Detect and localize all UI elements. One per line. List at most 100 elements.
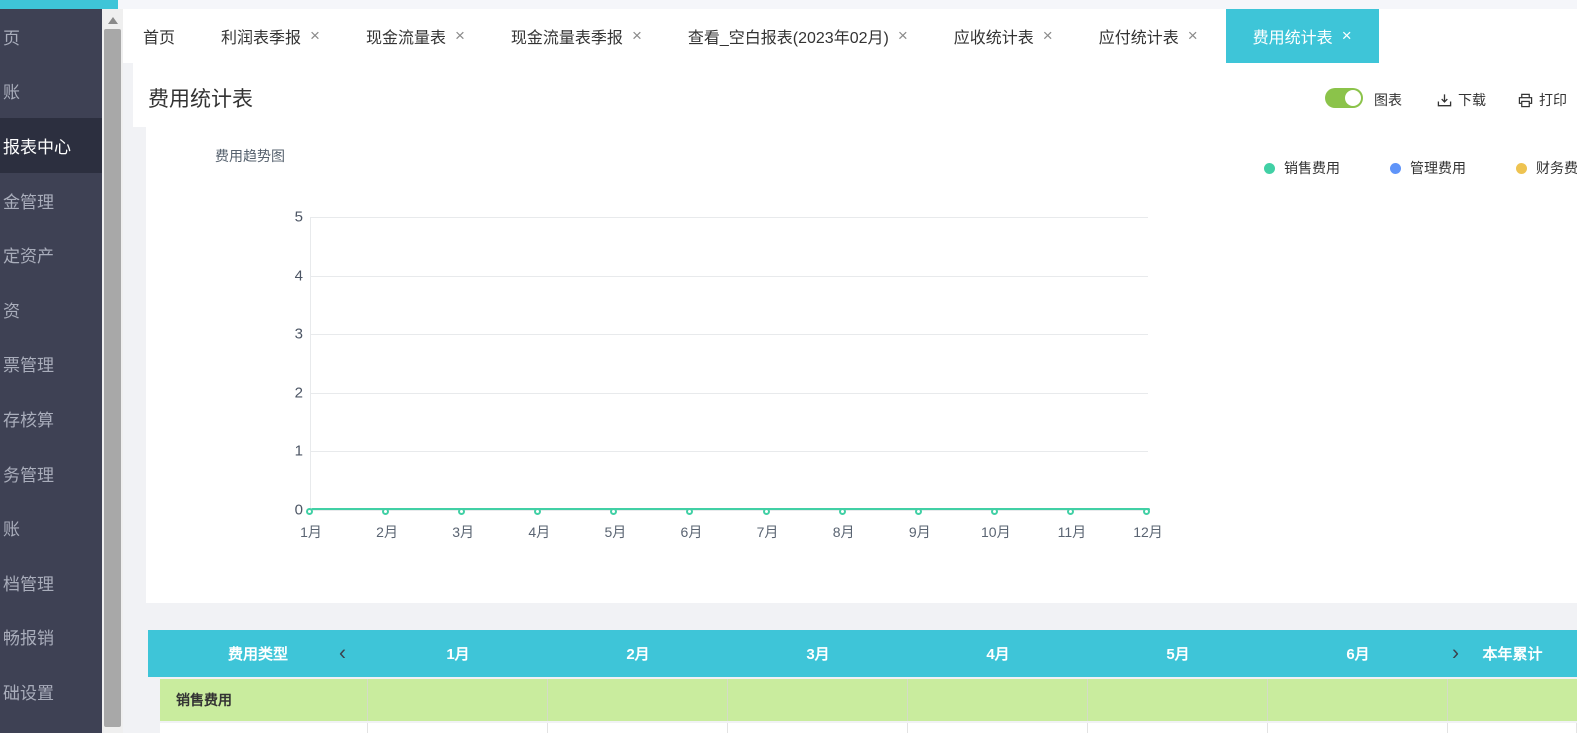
x-tick-label: 10月	[981, 524, 1011, 540]
tab-close-icon[interactable]: ×	[1042, 26, 1053, 45]
row-value-cell	[548, 723, 728, 733]
legend-item[interactable]: 管理费用	[1390, 158, 1466, 178]
top-accent-bar	[0, 0, 118, 9]
next-month-button[interactable]: ›	[1452, 641, 1459, 665]
prev-month-button[interactable]: ‹	[339, 641, 346, 665]
tab-bar: 首页 利润表季报 × 现金流量表 × 现金流量表季报 × 查看_空白报表(2023年02月) ×…	[123, 9, 1577, 63]
print-button[interactable]: 打印	[1518, 90, 1567, 111]
line-marker	[306, 508, 313, 515]
tab-close-icon[interactable]: ×	[897, 26, 908, 45]
sidebar-scrollbar[interactable]	[102, 9, 123, 733]
line-marker	[534, 508, 542, 515]
header-cell: 4月	[908, 630, 1088, 677]
row-value-cell	[1088, 679, 1268, 721]
line-marker	[990, 508, 998, 515]
sidebar-item[interactable]: 础设置	[3, 683, 54, 703]
sidebar-item[interactable]: 票管理	[3, 356, 54, 376]
table-row[interactable]: 销售费用	[160, 679, 1577, 721]
sidebar: 页账报表中心 金管理 定资产资票管理 存核算 务管理账档管理 畅报销 础设置	[0, 9, 102, 733]
row-value-cell	[1268, 679, 1448, 721]
legend-dot-icon	[1264, 162, 1275, 174]
legend-item[interactable]: 财务费用	[1516, 158, 1577, 178]
sidebar-item[interactable]: 畅报销	[3, 629, 54, 649]
header-cell-label: 2月	[626, 646, 650, 663]
tab-close-icon[interactable]: ×	[1187, 26, 1198, 45]
table-row[interactable]	[160, 723, 1577, 733]
row-value-cell	[160, 723, 368, 733]
tab-close-icon[interactable]: ×	[454, 26, 465, 45]
chart-view-toggle[interactable]	[1325, 88, 1363, 108]
sidebar-item[interactable]: 资	[3, 301, 20, 321]
line-marker	[1066, 508, 1074, 515]
sidebar-item[interactable]: 定资产	[3, 247, 54, 267]
grid-line	[311, 392, 1148, 394]
row-value-cell	[908, 679, 1088, 721]
grid-line	[311, 275, 1148, 277]
tab[interactable]: 现金流量表 ×	[366, 9, 465, 63]
header-cell: 6月	[1268, 630, 1448, 677]
line-marker	[762, 508, 770, 515]
header-cell-label: 费用类型	[227, 646, 288, 663]
tab-label: 应收统计表	[953, 30, 1034, 47]
scrollbar-thumb[interactable]	[104, 29, 121, 727]
tab[interactable]: 应收统计表 ×	[954, 9, 1053, 63]
sidebar-item[interactable]: 报表中心	[0, 118, 102, 173]
line-marker	[458, 508, 466, 515]
tab-label: 首页	[143, 30, 176, 47]
download-button[interactable]: 下载	[1437, 90, 1486, 111]
grid-line	[311, 510, 1148, 511]
sidebar-item[interactable]: 档管理	[3, 574, 54, 594]
line-marker	[610, 508, 618, 515]
sidebar-item[interactable]: 务管理	[3, 465, 54, 485]
tab[interactable]: 现金流量表季报 ×	[511, 9, 642, 63]
tab[interactable]: 查看_空白报表(2023年02月) ×	[688, 9, 908, 63]
header-cell-label: 6月	[1346, 646, 1370, 663]
tab-close-icon[interactable]: ×	[631, 26, 642, 45]
line-marker	[914, 508, 922, 515]
sidebar-item[interactable]: 账	[3, 83, 20, 103]
x-tick-label: 2月	[376, 524, 398, 540]
legend-label: 管理费用	[1410, 160, 1466, 176]
header-cell-label: 1月	[446, 646, 470, 663]
row-value-cell	[728, 723, 908, 733]
download-icon	[1437, 93, 1452, 111]
legend-item[interactable]: 销售费用	[1264, 158, 1340, 178]
x-tick-label: 1月	[300, 524, 322, 540]
y-tick-label: 2	[294, 384, 303, 402]
tab[interactable]: 利润表季报 ×	[221, 9, 320, 63]
legend-dot-icon	[1516, 162, 1527, 174]
sidebar-item[interactable]: 账	[3, 520, 20, 540]
tab[interactable]: 应付统计表 ×	[1099, 9, 1198, 63]
y-tick-label: 5	[294, 208, 303, 226]
scroll-up-arrow-icon[interactable]	[107, 17, 118, 24]
x-tick-label: 7月	[756, 524, 779, 540]
header-cell: 费用类型 ‹	[148, 630, 368, 677]
line-chart-plot: 0 1 2 3 4 5 1月 2月 3月 4月 5月 6月 7月 8月 9月 10月 11月 12月	[295, 209, 1163, 541]
tab-close-icon[interactable]: ×	[310, 26, 320, 45]
x-tick-label: 11月	[1057, 524, 1087, 540]
tab[interactable]: 首页	[143, 9, 175, 63]
tab[interactable]: 费用统计表 ×	[1225, 9, 1379, 63]
row-value-cell	[1088, 723, 1268, 733]
chart-toggle-label: 图表	[1374, 92, 1402, 108]
sidebar-item[interactable]: 存核算	[3, 410, 54, 430]
y-tick-label: 0	[294, 501, 303, 519]
row-value-cell	[908, 723, 1088, 733]
grid-line	[311, 217, 1148, 218]
tab-close-icon[interactable]: ×	[1341, 26, 1352, 45]
x-tick-label: 4月	[528, 524, 551, 540]
legend-label: 销售费用	[1284, 160, 1340, 176]
toggle-knob	[1345, 90, 1361, 106]
grid-line	[311, 334, 1148, 336]
x-tick-label: 5月	[604, 524, 627, 540]
row-value-cell	[1448, 679, 1577, 721]
page-title: 费用统计表	[148, 88, 253, 111]
sidebar-item[interactable]: 金管理	[3, 192, 54, 212]
x-tick-label: 9月	[908, 524, 931, 540]
header-cell-label: 5月	[1166, 646, 1190, 663]
chart-panel: 费用趋势图 销售费用 管理费用 财务费用 0 1 2 3 4 5 1月 2月 3月 4月 5月 6月 7月 8…	[146, 127, 1577, 603]
sidebar-item[interactable]: 页	[3, 28, 20, 48]
x-tick-label: 6月	[680, 524, 703, 540]
download-label: 下载	[1458, 92, 1486, 108]
